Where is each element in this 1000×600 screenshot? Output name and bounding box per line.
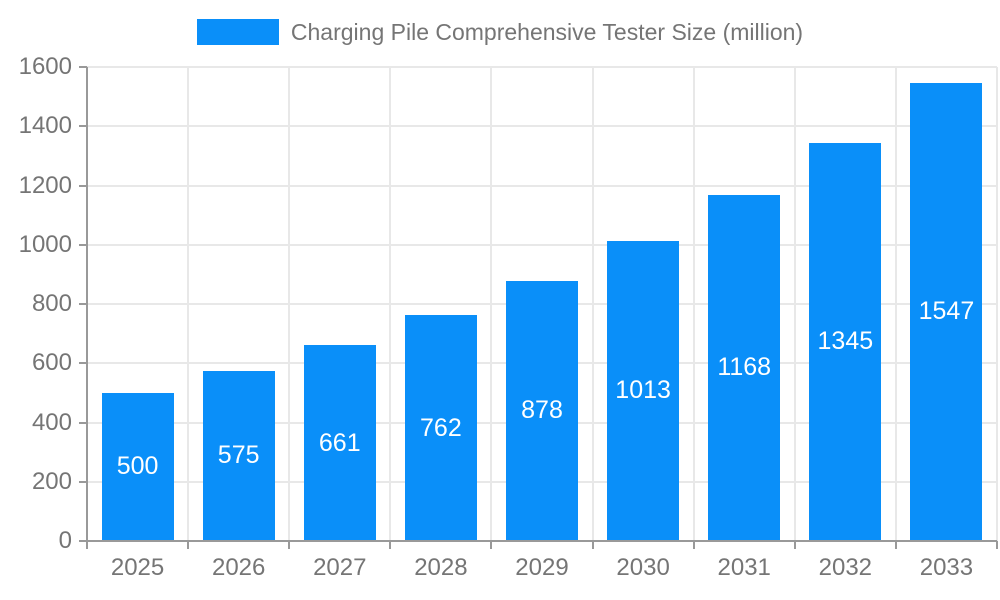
x-tick-label-2031: 2031 <box>717 554 771 581</box>
bar-value-label-2030: 1013 <box>615 376 671 405</box>
x-tick-label-2030: 2030 <box>616 554 670 581</box>
y-tick-800 <box>79 303 87 305</box>
y-tick-label-1200: 1200 <box>18 171 72 199</box>
x-tick-8 <box>894 541 897 549</box>
x-tick-label-2033: 2033 <box>919 554 974 581</box>
x-tick-0 <box>86 541 88 549</box>
x-tick-6 <box>692 541 695 549</box>
y-tick-200 <box>79 480 87 483</box>
bar-2027[interactable]: 661 <box>303 345 376 541</box>
bar-2033[interactable]: 1547 <box>910 82 983 541</box>
bar-2028[interactable]: 762 <box>404 315 477 541</box>
bar-value-label-2029: 878 <box>521 396 563 425</box>
y-tick-1000 <box>79 243 87 246</box>
chart-legend[interactable]: Charging Pile Comprehensive Tester Size … <box>0 14 1000 50</box>
bar-value-label-2025: 500 <box>116 452 159 481</box>
v-gridline-4 <box>490 67 493 541</box>
x-tick-label-2025: 2025 <box>110 554 165 581</box>
y-tick-label-1000: 1000 <box>18 230 72 258</box>
v-gridline-9 <box>996 67 998 541</box>
plot-area: 500 575 661 762 878 1013 1168 1345 1547 <box>87 66 998 541</box>
bar-value-label-2031: 1168 <box>717 353 772 382</box>
x-tick-1 <box>187 541 190 549</box>
x-tick-2 <box>288 541 291 549</box>
x-axis-line <box>79 540 997 542</box>
h-gridline-1400 <box>87 125 997 128</box>
x-tick-5 <box>591 541 594 549</box>
bar-2031[interactable]: 1168 <box>708 194 781 541</box>
v-gridline-5 <box>591 67 594 541</box>
v-gridline-2 <box>288 67 291 541</box>
x-tick-label-2032: 2032 <box>818 554 873 581</box>
h-gridline-1000 <box>87 243 997 246</box>
bar-2025[interactable]: 500 <box>101 392 174 541</box>
x-tick-label-2029: 2029 <box>515 554 569 581</box>
h-gridline-1200 <box>87 184 997 187</box>
x-tick-4 <box>490 541 493 549</box>
y-tick-1200 <box>79 184 87 187</box>
legend-swatch <box>196 19 279 45</box>
bar-2026[interactable]: 575 <box>202 370 275 541</box>
v-gridline-6 <box>692 67 695 541</box>
y-tick-1400 <box>79 125 87 128</box>
bar-value-label-2028: 762 <box>420 413 462 442</box>
bar-value-label-2026: 575 <box>217 441 260 470</box>
h-gridline-1600 <box>87 66 997 68</box>
y-tick-label-1400: 1400 <box>18 112 72 140</box>
bar-2029[interactable]: 878 <box>506 280 578 541</box>
v-gridline-1 <box>187 67 190 541</box>
x-tick-7 <box>793 541 796 549</box>
v-gridline-3 <box>389 67 392 541</box>
y-tick-label-200: 200 <box>31 467 72 495</box>
x-tick-label-2026: 2026 <box>211 554 266 581</box>
y-tick-label-400: 400 <box>31 408 72 436</box>
x-tick-3 <box>389 541 392 549</box>
bar-value-label-2027: 661 <box>318 428 361 457</box>
y-tick-label-0: 0 <box>58 527 72 554</box>
bar-value-label-2033: 1547 <box>918 297 975 326</box>
x-tick-9 <box>996 541 998 549</box>
x-tick-label-2028: 2028 <box>414 554 468 581</box>
v-gridline-7 <box>793 67 796 541</box>
y-axis-line <box>86 67 88 549</box>
v-gridline-8 <box>894 67 897 541</box>
y-tick-label-800: 800 <box>31 290 72 317</box>
x-tick-label-2027: 2027 <box>313 554 367 581</box>
y-tick-label-1600: 1600 <box>18 53 72 80</box>
bar-2030[interactable]: 1013 <box>607 240 680 541</box>
y-tick-1600 <box>79 66 87 68</box>
y-tick-600 <box>79 362 87 365</box>
bar-2032[interactable]: 1345 <box>809 142 882 541</box>
bar-value-label-2032: 1345 <box>817 327 874 356</box>
y-tick-0 <box>79 540 87 542</box>
y-tick-400 <box>79 421 87 424</box>
y-tick-label-600: 600 <box>31 349 72 377</box>
legend-label: Charging Pile Comprehensive Tester Size … <box>290 18 804 45</box>
